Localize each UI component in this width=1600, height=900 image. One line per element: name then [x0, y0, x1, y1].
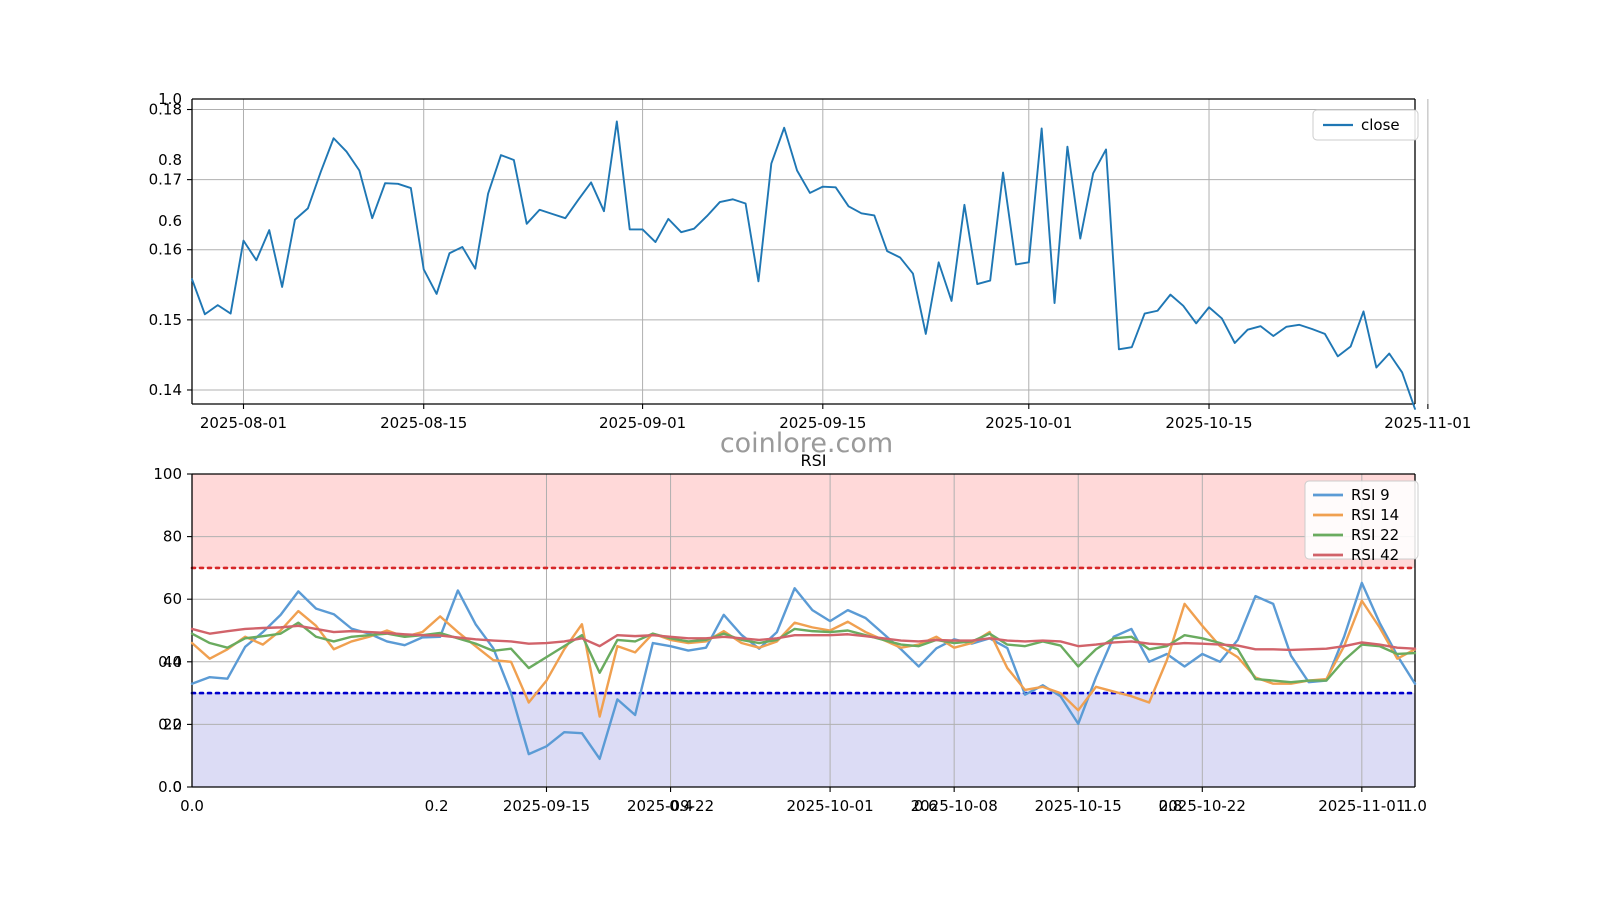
price-xtick-label: 2025-11-01 [1384, 414, 1471, 432]
rsi-ytick-label: 100 [153, 465, 182, 483]
rsi-line-rsi-9 [190, 581, 1417, 761]
rsi-secondary-xtick-label: 0.0 [180, 797, 204, 815]
rsi-xtick-label: 2025-09-22 [627, 797, 714, 815]
price-xtick-label: 2025-09-01 [599, 414, 686, 432]
rsi-secondary-ytick-label: 0.0 [158, 778, 182, 796]
rsi-xtick-label: 2025-10-22 [1159, 797, 1246, 815]
rsi-secondary-ytick-label: 0.4 [158, 653, 182, 671]
price-legend-label-close: close [1361, 116, 1400, 134]
rsi-secondary-xtick-label: 0.6 [914, 797, 938, 815]
rsi-ytick-label: 80 [163, 528, 182, 546]
rsi-oversold-band [192, 693, 1415, 787]
rsi-ytick-label: 60 [163, 590, 182, 608]
rsi-secondary-xtick-label: 1.0 [1403, 797, 1427, 815]
rsi-xtick-label: 2025-10-08 [911, 797, 998, 815]
rsi-xtick-label: 2025-09-15 [503, 797, 590, 815]
price-secondary-ytick-label: 1.0 [158, 90, 182, 108]
rsi-panel [187, 473, 1419, 792]
rsi-secondary-ytick-label: 0.2 [158, 715, 182, 733]
price-ytick-label: 0.14 [149, 381, 182, 399]
rsi-ytick-label: 40 [163, 653, 182, 671]
rsi-xtick-label: 2025-10-01 [786, 797, 873, 815]
price-secondary-ytick-label: 0.8 [158, 151, 182, 169]
price-legend-box [1312, 109, 1419, 141]
rsi-ytick-label: 20 [163, 715, 182, 733]
rsi-line-rsi-42 [190, 624, 1417, 652]
price-ytick-label: 0.16 [149, 241, 182, 259]
rsi-line-rsi-22 [190, 621, 1417, 684]
rsi-legend-label-rsi-9: RSI 9 [1351, 486, 1390, 504]
rsi-legend-label-rsi-42: RSI 42 [1351, 546, 1399, 564]
rsi-legend-label-rsi-14: RSI 14 [1351, 506, 1399, 524]
price-secondary-ytick-label: 0.6 [158, 212, 182, 230]
price-ytick-label: 0.18 [149, 101, 182, 119]
rsi-overbought-band [192, 474, 1415, 568]
price-close-line [191, 120, 1416, 410]
rsi-xtick-label: 2025-11-01 [1318, 797, 1405, 815]
rsi-legend-box [1304, 480, 1419, 560]
rsi-xtick-label: 2025-10-15 [1035, 797, 1122, 815]
price-xtick-label: 2025-09-15 [779, 414, 866, 432]
price-panel [187, 98, 1429, 410]
rsi-title: RSI [801, 451, 827, 470]
price-ytick-label: 0.15 [149, 311, 182, 329]
rsi-secondary-xtick-label: 0.4 [669, 797, 693, 815]
rsi-ytick-label: 0 [172, 778, 182, 796]
price-xtick-label: 2025-08-15 [380, 414, 467, 432]
price-xtick-label: 2025-10-15 [1165, 414, 1252, 432]
rsi-secondary-xtick-label: 0.2 [425, 797, 449, 815]
price-xtick-label: 2025-08-01 [200, 414, 287, 432]
price-ytick-label: 0.17 [149, 171, 182, 189]
rsi-secondary-xtick-label: 0.8 [1158, 797, 1182, 815]
watermark: coinlore.com [720, 428, 893, 459]
price-xtick-label: 2025-10-01 [985, 414, 1072, 432]
rsi-legend-label-rsi-22: RSI 22 [1351, 526, 1399, 544]
